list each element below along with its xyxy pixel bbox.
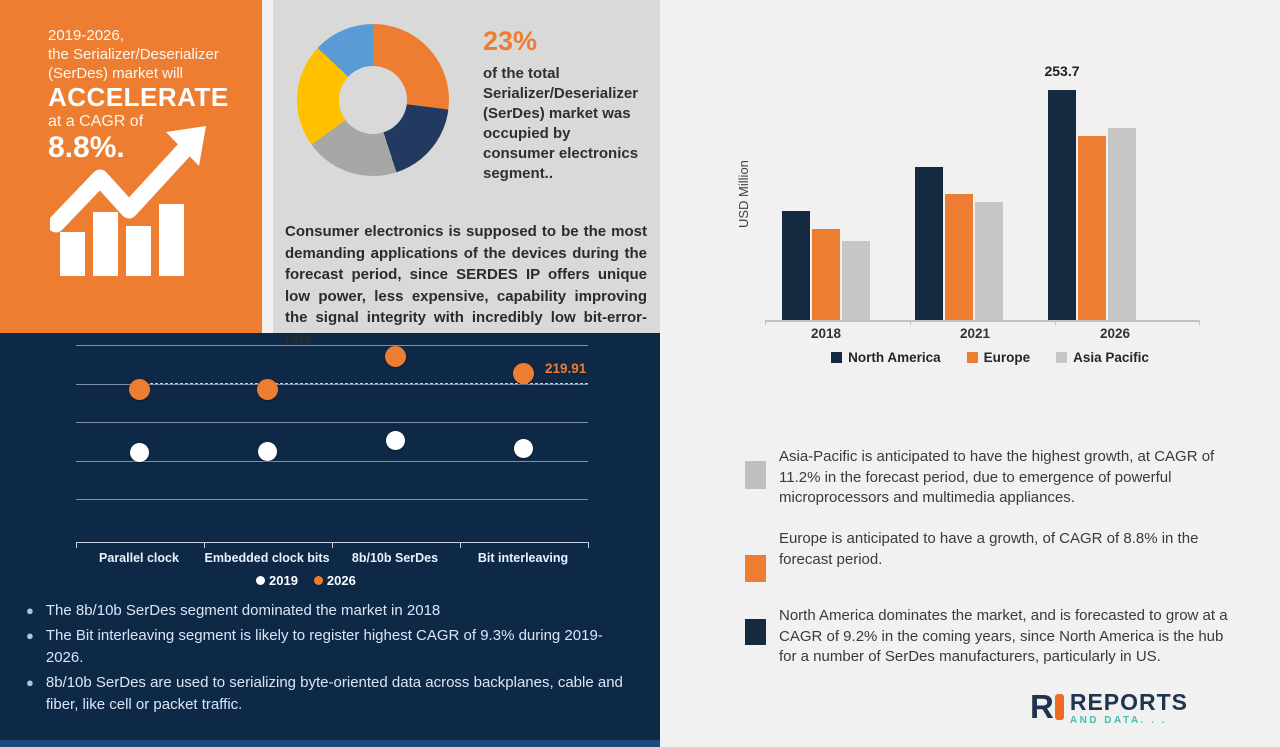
dot-2026-8b-10b-serdes (384, 346, 406, 368)
dot-2019-parallel-clock (129, 442, 149, 462)
bar-value-label: 253.7 (1044, 63, 1080, 79)
bar-asia-pacific-2018 (842, 241, 870, 320)
bar-europe-2021 (945, 194, 973, 320)
axis-tick (460, 542, 461, 548)
axis-tick (588, 542, 589, 548)
bar-europe-2026 (1078, 136, 1106, 320)
logo-sub-text: AND DATA. . . (1069, 715, 1167, 726)
asia-pacific-marker (745, 461, 766, 489)
legend-marker-asia-pacific (1056, 352, 1068, 363)
legend-label-2019: 2019 (269, 573, 298, 588)
bullet-text: The 8b/10b SerDes segment dominated the … (45, 602, 441, 619)
bullet-dot: ● (26, 603, 34, 618)
bottom-accent-strip (0, 740, 660, 747)
axis-tick (332, 542, 333, 548)
stat-caption: of the total Serializer/Deserializer (Se… (483, 65, 639, 182)
europe-marker (745, 555, 766, 582)
bar-north-america-2026 (1048, 90, 1076, 320)
north-america-insight: North America dominates the market, and … (779, 607, 1228, 665)
logo-orange-bar (1054, 694, 1064, 720)
bar-category-label: 2026 (1099, 326, 1131, 341)
gridline (76, 383, 588, 385)
bar-chart-axis (765, 320, 1200, 322)
legend-label-asia-pacific: Asia Pacific (1073, 350, 1149, 365)
headline-emphasis: ACCELERATE (48, 82, 229, 112)
dot-2026-parallel-clock (128, 378, 150, 400)
navy-panel (0, 333, 660, 747)
legend-marker-north-america (831, 352, 843, 363)
legend-marker-europe (966, 352, 978, 363)
headline-line-1: 2019-2026, (48, 27, 124, 44)
orange-panel (0, 0, 262, 333)
dot-chart-legend: 2019 2026 (256, 573, 356, 588)
gridline (76, 345, 588, 346)
legend-label-2026: 2026 (326, 573, 356, 588)
dot-category-label: 8b/10b SerDes (351, 551, 439, 565)
bullet-item: ● The 8b/10b SerDes segment dominated th… (22, 600, 634, 622)
bullet-list: ● The 8b/10b SerDes segment dominated th… (22, 600, 634, 719)
europe-insight: Europe is anticipated to have a growth, … (779, 530, 1199, 568)
donut-chart (297, 24, 449, 176)
dot-2019-8b-10b-serdes (385, 431, 405, 451)
growth-arrow-icon (50, 126, 206, 276)
legend-item-2019: 2019 (256, 573, 298, 588)
bar-chart-ylabel: USD Million (736, 160, 751, 228)
stat-value: 23% (483, 26, 538, 56)
logo-r-mark: R (1030, 688, 1054, 725)
dot-category-label: Bit interleaving (477, 551, 569, 565)
logo-text: REPORTS AND DATA. . . (1070, 690, 1188, 726)
axis-tick (76, 542, 77, 548)
bar-asia-pacific-2021 (975, 202, 1003, 320)
axis-tick (1055, 320, 1056, 325)
bullet-dot: ● (26, 628, 34, 643)
bar-europe-2018 (812, 229, 840, 320)
bar-north-america-2018 (782, 211, 810, 320)
legend-item-north-america: North America (831, 350, 941, 365)
dot-2026-embedded-clock-bits (256, 378, 278, 400)
gridline-dashed (140, 383, 588, 384)
gridline (76, 460, 588, 462)
bar-category-label: 2021 (959, 326, 991, 341)
legend-label-north-america: North America (848, 350, 941, 365)
bullet-text: 8b/10b SerDes are used to serializing by… (45, 674, 623, 713)
legend-item-europe: Europe (966, 350, 1031, 365)
axis-tick (1199, 320, 1200, 325)
logo-main-text: REPORTS (1069, 689, 1189, 715)
reports-and-data-logo: R REPORTS AND DATA. . . (1030, 690, 1188, 726)
cagr-value: 8.8%. (48, 131, 125, 164)
axis-tick (204, 542, 205, 548)
legend-marker-2019 (256, 576, 265, 585)
dot-category-label: Embedded clock bits (204, 551, 330, 565)
bullet-item: ● The Bit interleaving segment is likely… (22, 625, 634, 669)
dot-value-label: 219.91 (545, 361, 587, 376)
bullet-text: The Bit interleaving segment is likely t… (45, 627, 603, 666)
bar-chart-legend: North America Europe Asia Pacific (780, 350, 1200, 365)
gridline (76, 499, 588, 500)
legend-item-2026: 2026 (313, 573, 356, 588)
dot-2026-bit-interleaving (512, 362, 534, 384)
legend-label-europe: Europe (983, 350, 1031, 365)
cagr-prefix: at a CAGR of (48, 113, 144, 130)
axis-tick (765, 320, 766, 325)
dot-2019-bit-interleaving (513, 438, 533, 458)
axis-tick (910, 320, 911, 325)
bar-north-america-2021 (915, 167, 943, 320)
bar-asia-pacific-2026 (1108, 128, 1136, 320)
legend-marker-2026 (313, 576, 323, 585)
bar-category-label: 2018 (810, 326, 842, 341)
headline-intro: 2019-2026, the Serializer/Deserializer (… (48, 26, 219, 83)
asia-pacific-insight: Asia-Pacific is anticipated to have the … (779, 448, 1215, 506)
north-america-marker (745, 619, 766, 645)
headline-line-2: the Serializer/Deserializer (48, 46, 219, 63)
dot-2019-embedded-clock-bits (257, 441, 277, 461)
consumer-electronics-note: Consumer electronics is supposed to be t… (285, 223, 647, 348)
bullet-dot: ● (26, 675, 34, 690)
legend-item-asia-pacific: Asia Pacific (1056, 350, 1149, 365)
dot-category-label: Parallel clock (99, 551, 179, 565)
bullet-item: ● 8b/10b SerDes are used to serializing … (22, 672, 634, 716)
headline-line-3: (SerDes) market will (48, 65, 184, 82)
gridline (76, 422, 588, 423)
